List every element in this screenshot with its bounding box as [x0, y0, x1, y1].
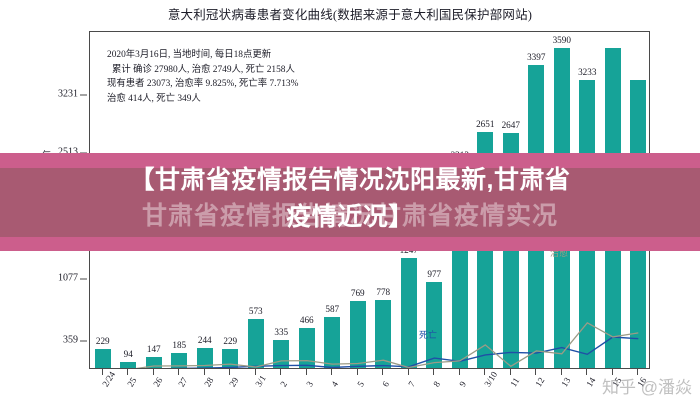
x-tick-label: 9 — [456, 379, 468, 389]
x-tick-mark — [586, 369, 588, 375]
bar-value-label: 244 — [197, 335, 212, 346]
bar-value-label: 587 — [325, 304, 340, 315]
bar — [145, 356, 162, 368]
x-tick-label: 26 — [150, 375, 165, 389]
info-line-1: 2020年3月16日, 当地时间, 每日18点更新 — [107, 50, 272, 60]
x-tick-label: 4 — [329, 379, 341, 389]
overlay-band-top — [0, 153, 700, 168]
bar-value-label: 94 — [123, 348, 133, 359]
x-tick-label: 14 — [584, 375, 598, 389]
bar — [400, 258, 417, 368]
x-tick-mark — [560, 369, 562, 375]
bar — [171, 353, 188, 368]
x-tick-mark — [382, 369, 384, 375]
bar-value-label: 466 — [299, 315, 314, 326]
bar-value-label: 573 — [248, 305, 263, 316]
bar-value-label: 335 — [274, 326, 289, 337]
bar — [222, 349, 239, 368]
watermark: 知乎 @潘焱 — [602, 378, 692, 397]
x-tick-mark — [407, 369, 409, 375]
x-tick-mark — [509, 369, 511, 375]
x-tick-label: 25 — [125, 375, 139, 389]
y-tick-1077: 1077 — [58, 272, 87, 284]
x-tick-label: 27 — [176, 375, 190, 389]
bar-value-label: 769 — [350, 288, 365, 299]
x-tick-label: 28 — [201, 375, 216, 389]
bar-value-label: 2647 — [501, 119, 520, 130]
x-tick-mark — [254, 369, 256, 375]
x-tick-mark — [331, 369, 333, 375]
line-label-death: 死亡 — [419, 330, 438, 340]
overlay-headline-line-2: 疫情近况】 — [286, 203, 414, 231]
x-tick-label: 8 — [431, 379, 443, 389]
x-tick-mark — [203, 369, 205, 375]
bar — [349, 301, 366, 368]
overlay-headline: 【甘肃省疫情报告情况沈阳最新,甘肃省 疫情近况】 — [0, 162, 700, 236]
x-tick-mark — [356, 369, 358, 375]
x-tick-label: 13 — [558, 375, 573, 389]
x-tick-mark — [152, 369, 154, 375]
overlay-band-middle — [0, 168, 700, 237]
bar — [94, 349, 111, 368]
bar-value-label: 3233 — [578, 67, 597, 78]
bar-value-label: 977 — [427, 269, 442, 280]
bar-value-label: 229 — [95, 336, 110, 347]
x-tick-label: 3 — [303, 379, 315, 389]
x-axis: 2/24 25 26 27 28 29 3/1 2 3 4 5 6 7 8 9 3/10 11 12 13 14 15 1… — [89, 369, 650, 400]
x-tick-mark — [433, 369, 435, 375]
x-tick-label: 3/1 — [252, 373, 268, 389]
x-tick-mark — [101, 369, 103, 375]
bar — [120, 361, 137, 368]
ghost-headline: 甘肃省疫情报告情况甘肃省疫情实况 — [141, 202, 558, 230]
bar-value-label: 229 — [223, 336, 238, 347]
bar — [426, 282, 443, 368]
chart-title: 意大利冠状病毒患者变化曲线(数据来源于意大利国民保护部网站) — [167, 8, 533, 22]
x-tick-label: 29 — [227, 375, 241, 389]
x-tick-label: 7 — [405, 379, 417, 389]
bar-value-label: 185 — [172, 340, 187, 351]
info-line-3: 现有患者 23073, 治愈率 9.825%, 死亡率 7.713% — [107, 79, 299, 90]
x-tick-mark — [305, 369, 307, 375]
bar — [298, 328, 315, 368]
x-tick-mark — [637, 369, 639, 375]
y-tick-3231: 3231 — [58, 88, 87, 100]
bar — [247, 318, 264, 368]
bar-value-label: 147 — [146, 343, 161, 354]
bar-value-label: 3590 — [552, 35, 571, 46]
overlay-band-bottom — [0, 237, 700, 251]
x-tick-mark — [484, 369, 486, 375]
x-tick-mark — [280, 369, 282, 375]
y-tick-2513: 2513 — [58, 146, 87, 158]
bar-value-label: 2651 — [476, 119, 495, 130]
bar — [324, 317, 341, 368]
bar — [196, 348, 213, 368]
x-tick-label: 11 — [507, 375, 522, 389]
x-tick-label: 6 — [380, 379, 392, 389]
info-line-2: 累计 确诊 27980人, 治愈 2749人, 死亡 2158人 — [112, 64, 295, 75]
info-line-4: 治愈 414人, 死亡 349人 — [107, 93, 201, 104]
line-label-cured: 治愈 — [550, 248, 569, 258]
y-tick-359: 359 — [63, 334, 87, 346]
overlay-headline-line-1: 【甘肃省疫情报告情况沈阳最新,甘肃省 — [129, 166, 571, 194]
x-tick-mark — [535, 369, 537, 375]
bar — [375, 300, 392, 368]
bar-value-label: 778 — [376, 287, 391, 298]
x-tick-label: 5 — [354, 379, 366, 389]
x-tick-mark — [611, 369, 613, 375]
x-tick-mark — [229, 369, 231, 375]
line-series — [135, 321, 639, 368]
info-box: 2020年3月16日, 当地时间, 每日18点更新 累计 确诊 27980人, … — [107, 48, 298, 106]
x-tick-label: 2 — [278, 379, 290, 389]
x-tick-mark — [127, 369, 129, 375]
x-tick-mark — [458, 369, 460, 375]
x-tick-label: 12 — [533, 375, 547, 389]
x-tick-mark — [178, 369, 180, 375]
bar-value-label: 3397 — [527, 52, 546, 63]
